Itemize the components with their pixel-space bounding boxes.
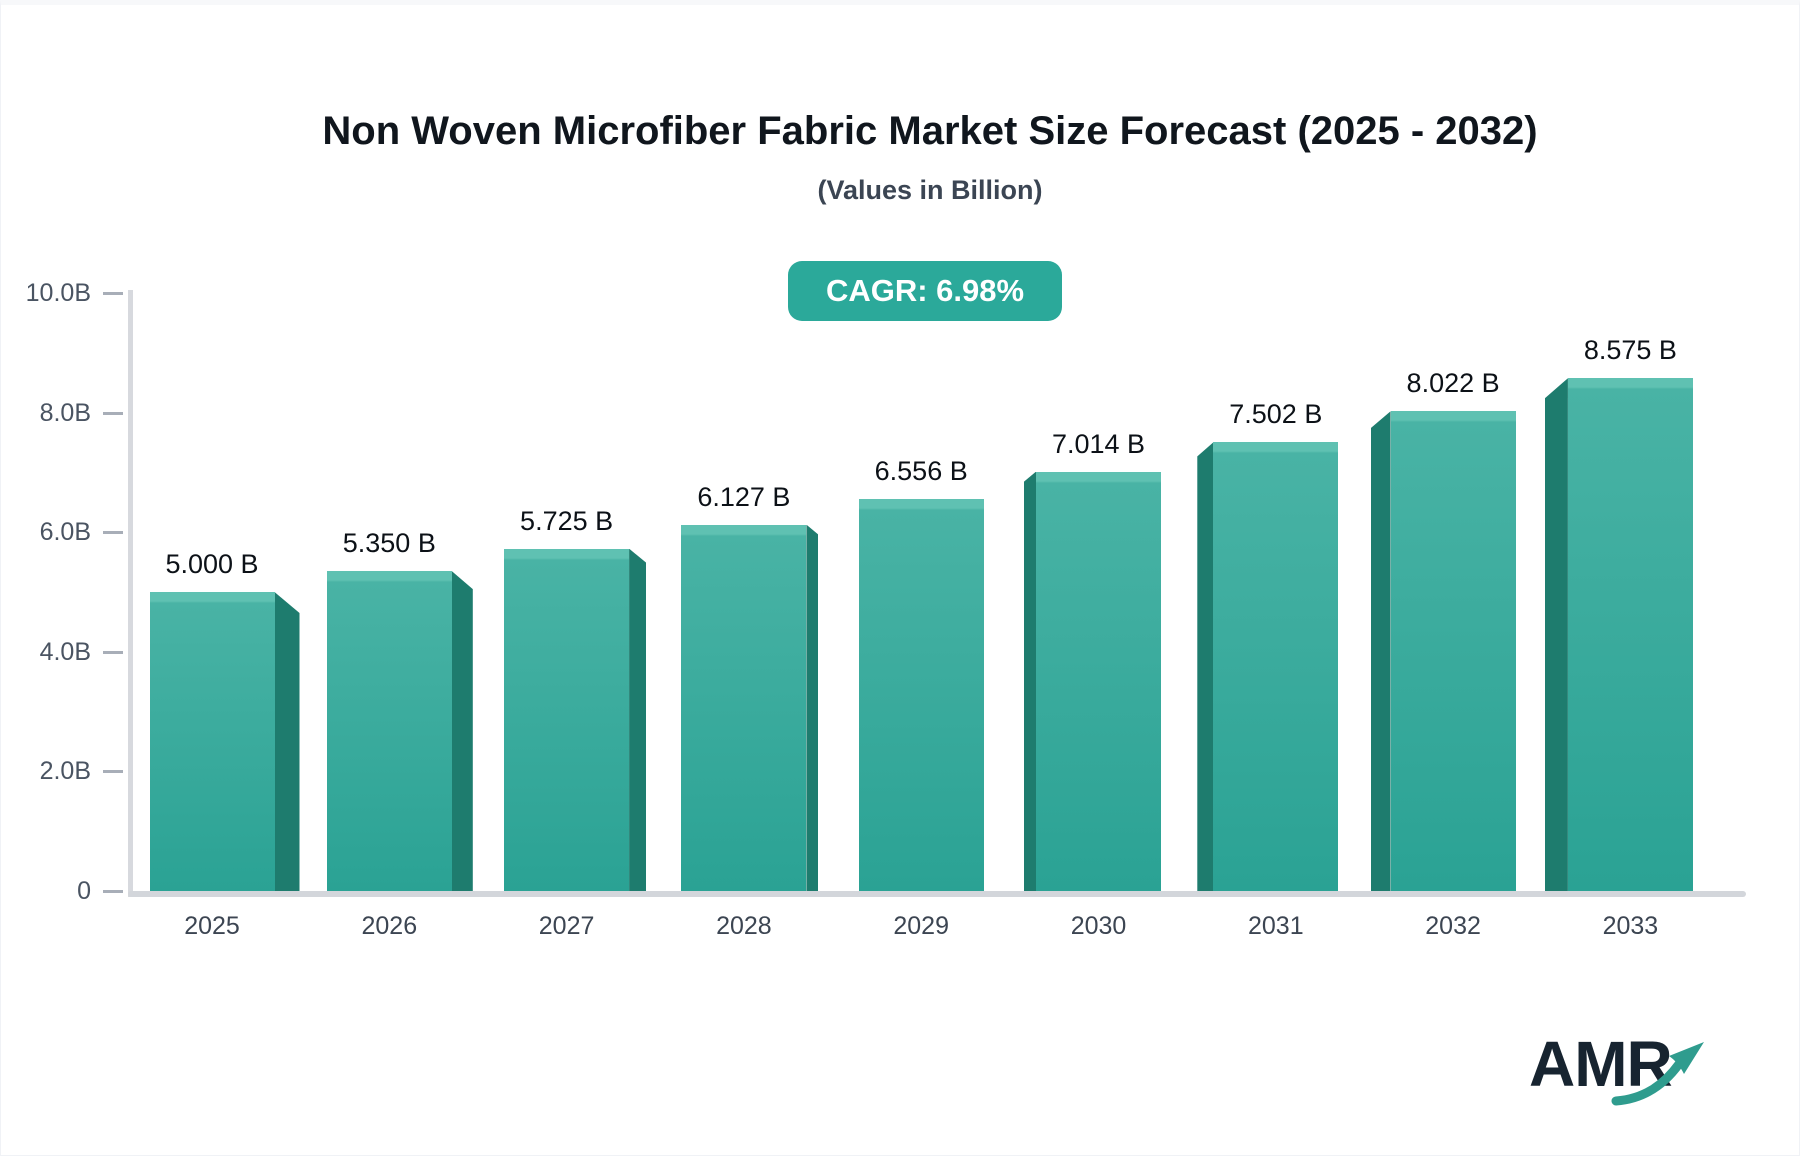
bar-value-label: 7.014 B [1051,428,1146,459]
bar-side-shadow [806,524,819,894]
bar-face [1567,378,1693,894]
x-axis-line [128,891,1746,897]
chart-title: Non Woven Microfiber Fabric Market Size … [322,109,1538,153]
cagr-badge: CAGR: 6.98% [788,261,1062,321]
y-tick-label: 0 [77,877,91,905]
bar-face [1036,471,1161,894]
y-tick-mark [103,650,123,654]
y-tick-mark [103,411,123,415]
bar-value-label: 5.725 B [520,505,614,536]
x-axis-label-2026: 2026 [361,912,418,940]
bar-side-shadow [1024,471,1036,894]
bar-face [326,571,452,894]
bar-value-label: 6.556 B [874,455,968,486]
bar-side-shadow [451,571,473,894]
y-tick-label: 4.0B [39,637,91,666]
bar-side-shadow [1197,442,1214,894]
x-axis-label-2028: 2028 [716,912,772,940]
bar-side-shadow [1370,411,1391,894]
bar-face [504,548,630,894]
bar-chart-plot: 0 2.0B 4.0B 6.0B 8.0B 10.0B 5.000 B 5.350 B 5.7… [1,5,1799,1155]
x-axis-label-2032: 2032 [1425,912,1481,940]
x-axis-label-2031: 2031 [1247,912,1304,940]
y-tick-mark [103,890,123,893]
bar-side-shadow [1544,378,1568,894]
y-tick-label: 10.0B [25,279,91,307]
bar-side-shadow [629,548,647,894]
bar-value-label: 8.022 B [1406,368,1500,399]
y-axis-line [128,290,133,897]
x-axis-label-2029: 2029 [893,912,949,940]
growth-arrow-icon [1611,1042,1704,1106]
bar-face [1390,411,1516,894]
y-tick-mark [103,292,123,295]
bar-face [858,498,984,894]
y-tick-label: 2.0B [39,757,91,786]
x-axis-label-2025: 2025 [184,912,240,940]
y-tick-label: 8.0B [39,398,91,427]
bar-value-label: 6.127 B [697,481,791,512]
bar-value-label: 8.575 B [1583,335,1677,366]
bar-face [681,524,807,894]
x-axis-label-2030: 2030 [1070,912,1127,940]
y-tick-mark [103,531,123,535]
y-tick-mark [103,770,123,774]
bar-side-shadow [274,592,300,894]
bar-face [1213,442,1339,894]
amr-logo: AMR [1529,1027,1729,1127]
x-axis-label-2027: 2027 [538,912,595,940]
bar-face [149,592,275,894]
y-tick-label: 6.0B [39,518,91,547]
bar-value-label: 7.502 B [1229,399,1323,430]
chart-subtitle: (Values in Billion) [817,175,1043,205]
x-axis-label-2033: 2033 [1602,912,1659,940]
bar-value-label: 5.000 B [165,549,259,579]
bar-value-label: 5.350 B [342,528,436,559]
